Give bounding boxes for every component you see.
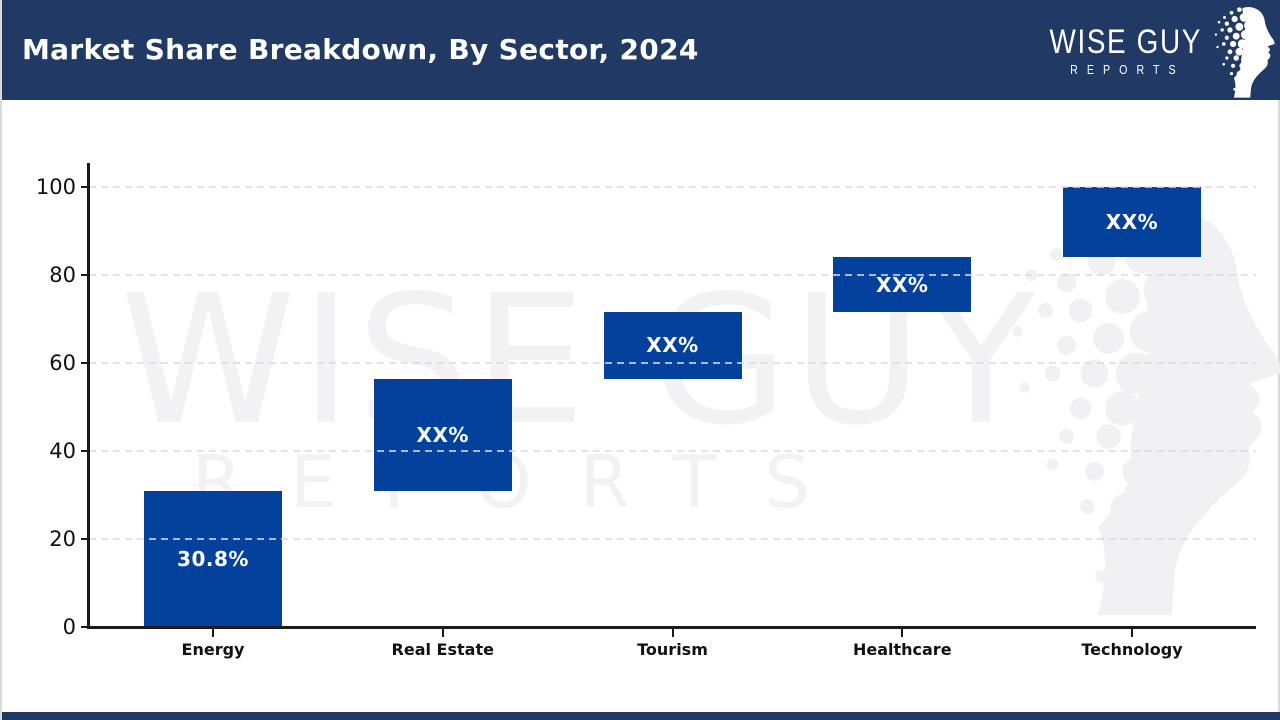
watermark-text-secondary: REPORTS <box>192 440 859 524</box>
y-tick-label: 20 <box>49 527 76 551</box>
y-gridline <box>89 186 1256 188</box>
bar-tourism: XX% <box>603 311 742 379</box>
brand-name: WISE GUY <box>1049 23 1202 62</box>
y-tick-label: 80 <box>49 263 76 287</box>
bar-value-label-technology: XX% <box>1105 210 1159 235</box>
y-tick-mark <box>81 450 89 453</box>
y-axis-line <box>87 163 90 629</box>
y-tick-mark <box>81 538 89 541</box>
x-tick-label-healthcare: Healthcare <box>852 640 952 659</box>
bar-value-label-energy: 30.8% <box>177 547 249 572</box>
y-tick-mark <box>81 274 89 277</box>
bar-value-label-real-estate: XX% <box>416 423 469 448</box>
bar-energy: 30.8% <box>144 491 282 627</box>
x-tick-mark <box>441 629 444 637</box>
y-gridline <box>89 362 1256 364</box>
bar-value-label-healthcare: XX% <box>876 272 929 297</box>
brand-logo: WISE GUY REPORTS <box>1016 4 1276 98</box>
x-tick-label-technology: Technology <box>1081 640 1183 659</box>
brand-logo-text: WISE GUY REPORTS <box>1049 23 1202 77</box>
y-gridline <box>89 274 1256 276</box>
y-tick-mark <box>81 362 89 365</box>
y-gridline <box>89 450 1256 452</box>
y-tick-mark <box>81 186 89 189</box>
bar-real-estate: XX% <box>373 378 512 492</box>
x-tick-label-tourism: Tourism <box>637 640 708 659</box>
x-tick-mark <box>1131 629 1134 637</box>
x-tick-mark <box>212 629 215 637</box>
y-tick-label: 0 <box>62 615 76 639</box>
x-axis-line <box>87 626 1256 629</box>
footer-bar <box>2 712 1280 720</box>
x-tick-label-real-estate: Real Estate <box>391 640 494 659</box>
watermark-head-logo <box>937 195 1280 615</box>
y-tick-label: 60 <box>49 351 76 375</box>
y-tick-mark <box>81 626 89 629</box>
header-bar: Market Share Breakdown, By Sector, 2024 … <box>2 0 1280 100</box>
bar-value-label-tourism: XX% <box>646 333 699 358</box>
page-title: Market Share Breakdown, By Sector, 2024 <box>22 33 699 66</box>
bar-healthcare: XX% <box>833 257 972 312</box>
bar-technology: XX% <box>1063 187 1201 258</box>
y-tick-label: 40 <box>49 439 76 463</box>
brand-head-icon <box>1198 4 1276 98</box>
x-tick-mark <box>671 629 674 637</box>
x-tick-mark <box>901 629 904 637</box>
brand-subtitle: REPORTS <box>1070 61 1185 77</box>
x-tick-label-energy: Energy <box>181 640 245 659</box>
y-gridline <box>89 538 1256 540</box>
y-tick-label: 100 <box>35 175 76 199</box>
